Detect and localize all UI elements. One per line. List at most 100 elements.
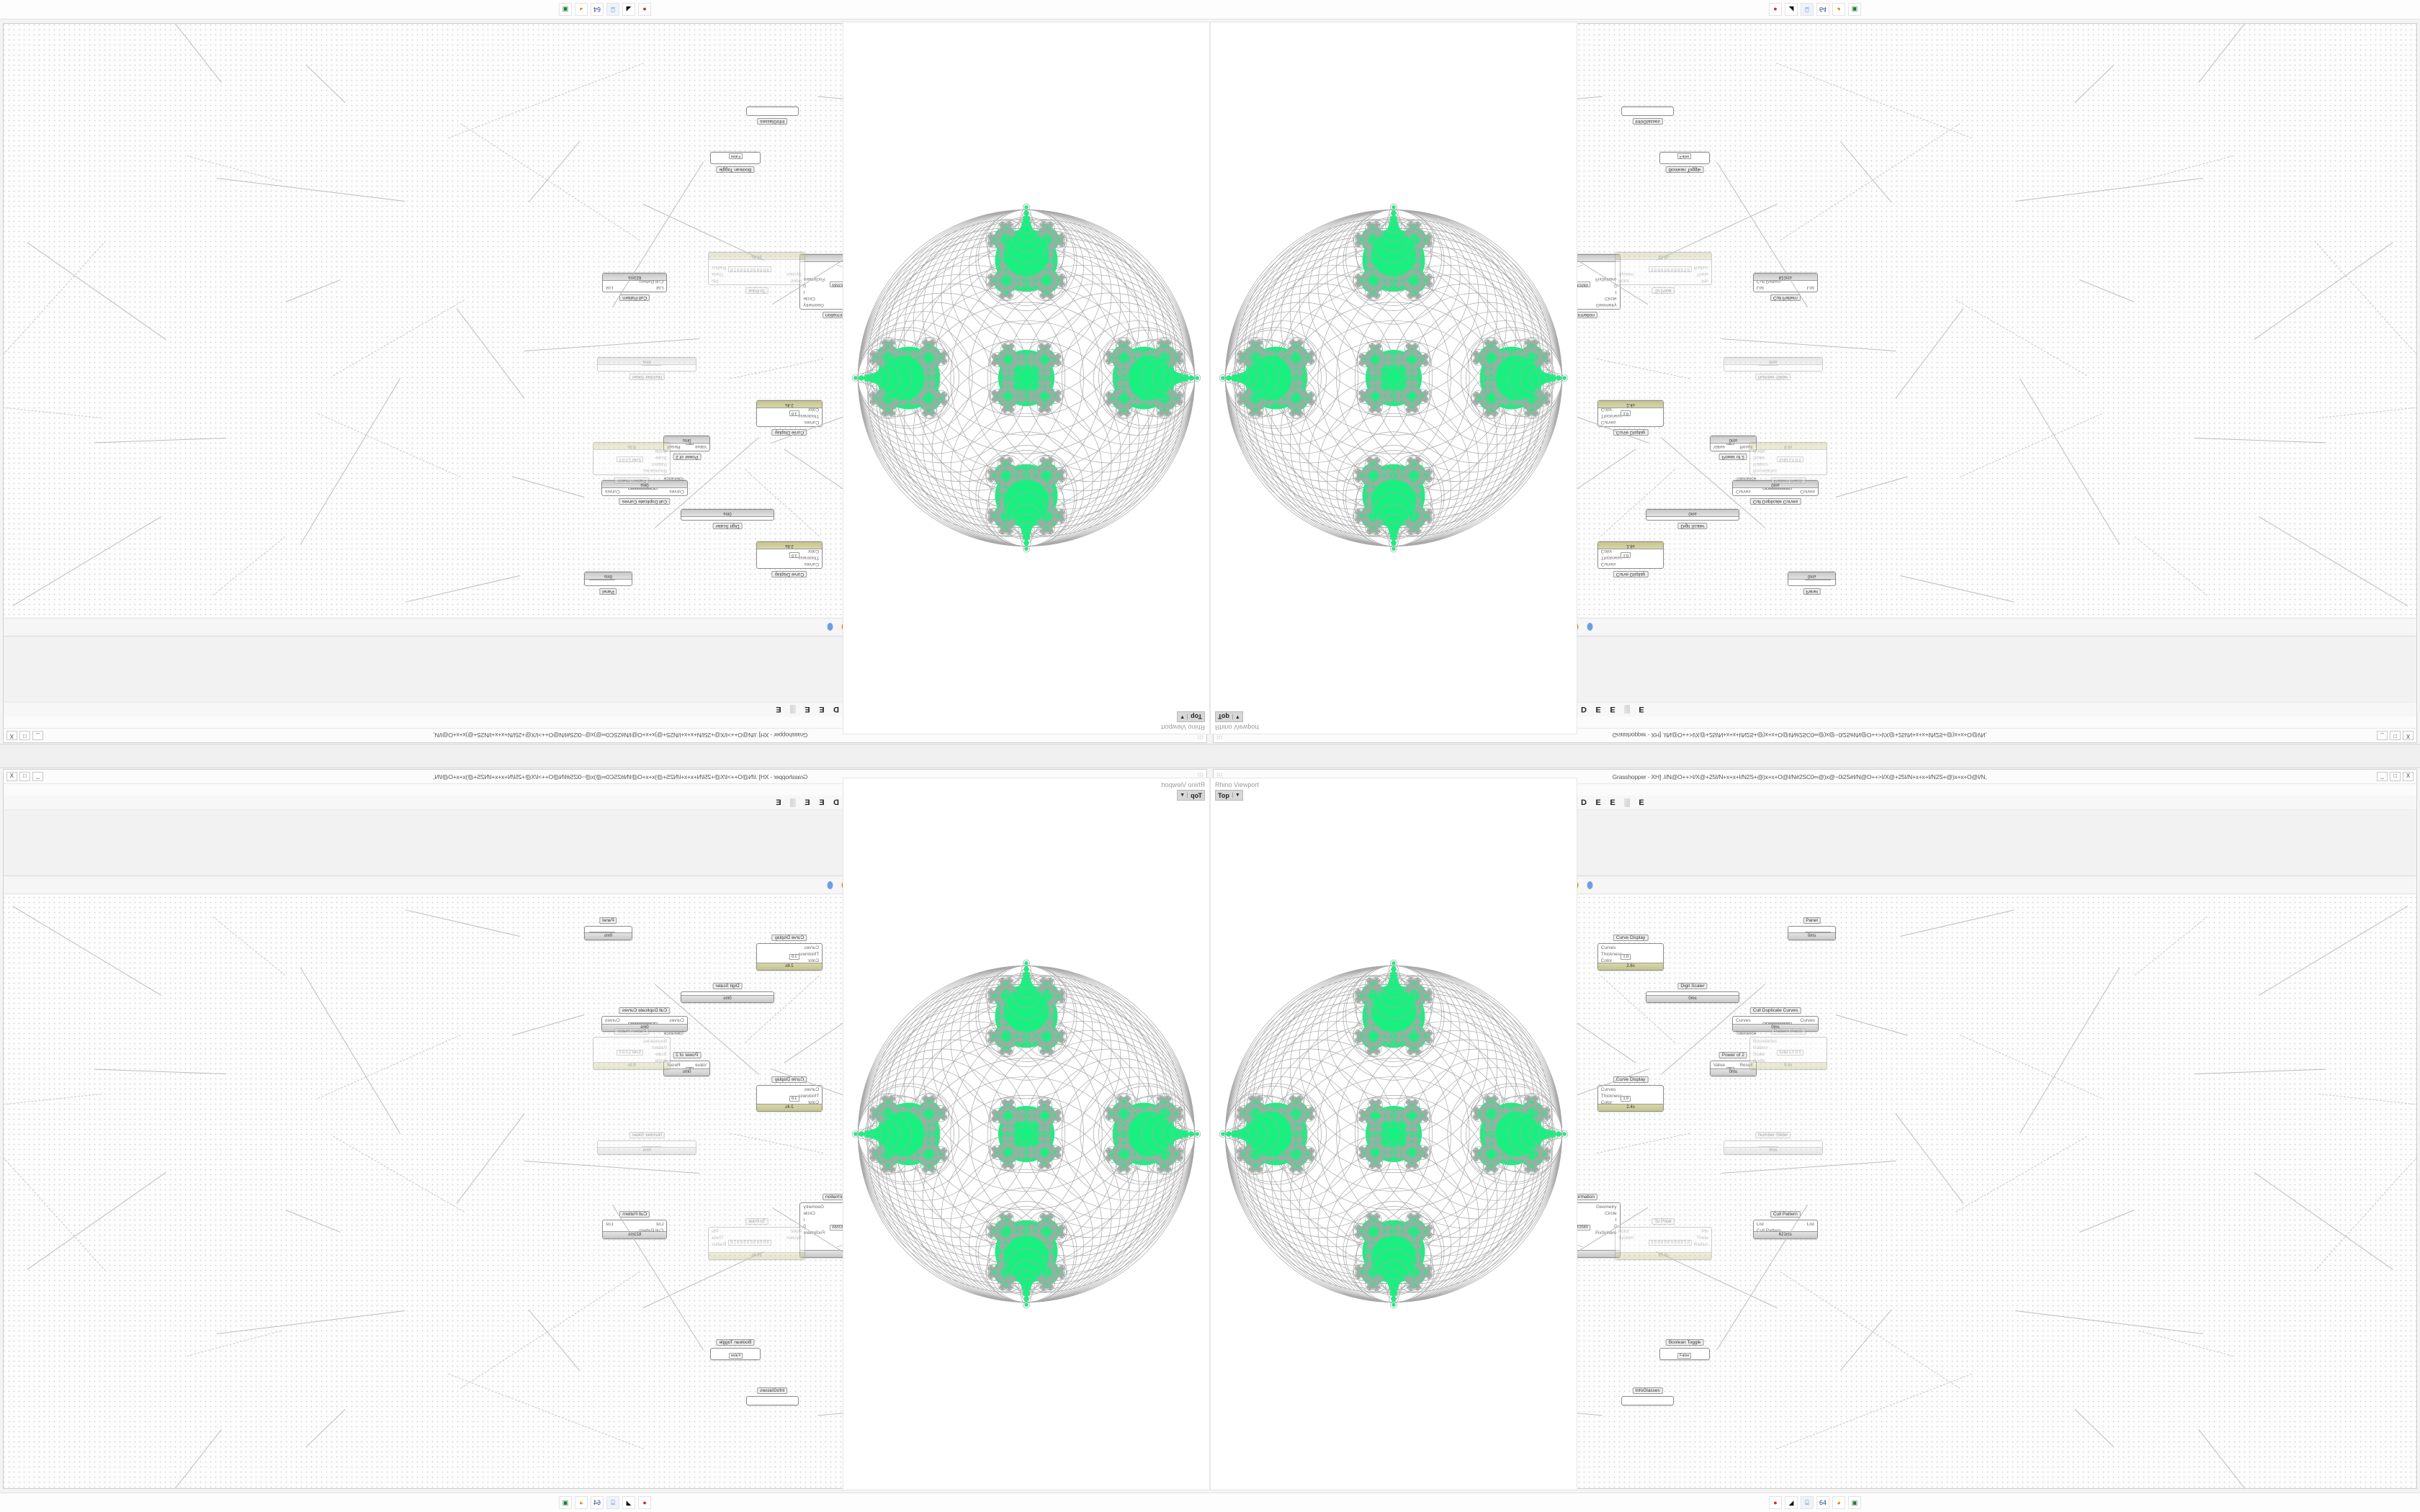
gh-output-params[interactable]: Phi Theta Radius <box>712 265 726 283</box>
ribbon-category-alt-13[interactable]: D <box>829 796 843 809</box>
gh-input-params[interactable]: Point System <box>786 265 802 283</box>
taskbar-calculator-icon[interactable]: ⌸ <box>606 3 619 16</box>
gh-component[interactable]: Power of 2ValueResult2ⁿ0ms <box>1709 1052 1757 1077</box>
taskbar-calculator-icon[interactable]: ⌸ <box>1801 1496 1814 1509</box>
viewport-view-selector[interactable]: Top ▼ <box>1215 711 1243 722</box>
ribbon-category-alt-13[interactable]: D <box>1577 703 1591 716</box>
viewport-view-selector[interactable]: Top ▼ <box>1215 790 1243 801</box>
gh-input-param[interactable]: List <box>639 1222 663 1227</box>
gh-input-param[interactable]: Curves <box>1601 420 1622 425</box>
gh-input-params[interactable]: Curves Thickness Color <box>798 407 819 425</box>
taskbar-calculator-icon[interactable]: ⌸ <box>606 1496 619 1509</box>
window-controls[interactable]: _ □ X <box>6 772 43 781</box>
gh-component[interactable]: Cull Duplicate CurvesCurvesMatch Directi… <box>1732 1007 1819 1036</box>
taskbar-terminal-icon[interactable]: ▣ <box>559 1496 572 1509</box>
ribbon-category-alt-16[interactable]: ░ <box>1620 796 1634 809</box>
window-controls[interactable]: _ □ X <box>6 731 43 740</box>
gh-input-params[interactable]: Curves Thickness Color <box>1601 407 1622 425</box>
gh-output-param[interactable]: Curves <box>605 489 620 494</box>
gh-component[interactable]: PanelNo data was0ms <box>583 572 633 595</box>
gh-input-param[interactable]: Thickness <box>798 413 819 418</box>
gh-param-value[interactable]: False <box>1677 1353 1692 1359</box>
gh-param-value[interactable]: 1.0 <box>1621 954 1631 960</box>
taskbar-calculator-icon[interactable]: ⌸ <box>1801 3 1814 16</box>
gh-input-param[interactable]: Boundaries <box>1753 468 1777 473</box>
gh-output-param[interactable]: List <box>1807 1222 1814 1227</box>
taskbar-floppy-save-icon[interactable]: 64 <box>591 1496 604 1509</box>
gh-input-params[interactable]: Boundaries Pattern Scale Angle <box>1753 449 1777 473</box>
gh-param-value[interactable]: 1.0 <box>1621 552 1631 558</box>
gh-param-value[interactable]: 0.0 5.0 0 <box>1758 1146 1778 1152</box>
gh-output-params[interactable]: Phi Theta Radius <box>1694 265 1708 283</box>
maximize-button[interactable]: □ <box>19 772 30 781</box>
ribbon-category-alt-16[interactable]: ░ <box>786 703 800 716</box>
gh-component[interactable]: Curve Display Curves Thickness Color 1.0 2.6s <box>1597 541 1664 577</box>
taskbar[interactable]: ● ◢ ⌸ 64 ◕ ▣ <box>1210 1493 2420 1512</box>
ribbon-category-alt-14[interactable]: E <box>1591 703 1605 716</box>
gh-output-param[interactable]: Theta <box>712 271 726 276</box>
gh-input-param[interactable]: Point <box>1618 1229 1634 1234</box>
gh-param-value[interactable]: 1.0 <box>789 410 799 416</box>
gh-input-param[interactable]: Thickness <box>798 952 819 957</box>
ribbon-category-alt-17[interactable]: E <box>1634 703 1649 716</box>
gh-output-param[interactable]: Curves <box>1800 1018 1815 1023</box>
gh-component[interactable]: InfoGlasses <box>746 106 799 125</box>
gh-input-param[interactable]: Angle <box>1753 1058 1777 1063</box>
gh-component[interactable]: Boolean Toggle False <box>709 1338 761 1361</box>
gh-output-params[interactable]: Geometry Circle τ 0 FixSphere <box>1595 1205 1617 1236</box>
gh-component[interactable]: Digit Scaler-1 3 0 0 0 0 0 0 0 0 0 00ms <box>681 983 774 1003</box>
gh-input-param[interactable]: Scale <box>643 455 667 460</box>
gh-output-param[interactable]: Phi <box>712 278 726 283</box>
gh-output-param[interactable]: Circle <box>803 296 825 301</box>
gh-output-params[interactable]: Phi Theta Radius <box>1694 1229 1708 1247</box>
shade-blue-icon[interactable] <box>1585 880 1595 891</box>
gh-input-params[interactable]: Value <box>1713 1063 1725 1068</box>
gh-output-param[interactable]: Circle <box>1595 296 1617 301</box>
gh-output-param[interactable]: Radius <box>712 265 726 270</box>
taskbar-floppy-save-icon[interactable]: 64 <box>1816 3 1829 16</box>
gh-component[interactable]: To Polar Point System Phi Theta Radius 0.0 0.0… <box>1614 1218 1712 1260</box>
gh-output-param[interactable]: 0 <box>803 283 825 288</box>
gh-component[interactable]: Pattern Hatch Boundaries Pattern Scale Angle… <box>1749 1027 1827 1070</box>
taskbar-paint-icon[interactable]: ◢ <box>622 3 635 16</box>
gh-input-param[interactable]: Curves <box>1736 489 1768 494</box>
gh-output-param[interactable]: τ <box>1595 1218 1617 1223</box>
ribbon-category-alt-14[interactable]: E <box>815 796 829 809</box>
gh-output-params[interactable]: Curves <box>1800 1018 1815 1036</box>
gh-component[interactable]: InfoGlasses <box>1621 106 1674 125</box>
rhino-viewport[interactable]: Rhino Viewport Top ▼ <box>843 778 1210 1490</box>
gh-component[interactable]: PanelNo data was0ms <box>583 917 633 940</box>
gh-output-param[interactable]: List <box>1807 285 1814 290</box>
gh-component[interactable]: Cull PatternListCull PatternList621ms <box>1752 273 1818 301</box>
ribbon-category-alt-15[interactable]: E <box>800 796 815 809</box>
close-button[interactable]: X <box>6 772 17 781</box>
gh-input-params[interactable]: Curves Thickness Color <box>798 1087 819 1105</box>
gh-param-value[interactable]: 0.0 0.0 0.0 0.0 0.0 1.0 <box>1649 266 1692 272</box>
gh-input-param[interactable]: Curves <box>798 945 820 950</box>
taskbar-rhino-icon[interactable]: ● <box>1769 3 1782 16</box>
gh-input-params[interactable]: Curves Thickness Color <box>1601 1087 1622 1105</box>
minimize-button[interactable]: _ <box>2377 731 2388 740</box>
gh-param-value[interactable]: 1.0 <box>789 954 799 960</box>
gh-output-param[interactable]: Theta <box>712 1236 726 1241</box>
gh-input-params[interactable]: Curves Thickness Color <box>798 945 819 963</box>
gh-input-param[interactable]: Thickness <box>1601 1094 1622 1099</box>
taskbar[interactable]: ● ◢ ⌸ 64 ◕ ▣ <box>1210 0 2420 19</box>
gh-input-param[interactable]: Tolerance <box>652 476 684 481</box>
ribbon-category-alt-13[interactable]: D <box>829 703 843 716</box>
gh-param-value[interactable]: Solid 1.0 0.0 <box>617 456 644 462</box>
gh-input-param[interactable]: Curves <box>798 1087 820 1092</box>
gh-input-param[interactable]: List <box>1757 1222 1781 1227</box>
gh-input-param[interactable]: Point <box>786 278 802 283</box>
gh-output-param[interactable]: List <box>606 1222 613 1227</box>
gh-input-param[interactable]: System <box>1618 1236 1634 1241</box>
gh-input-params[interactable]: Boundaries Pattern Scale Angle <box>643 449 667 473</box>
gh-input-params[interactable]: Curves Thickness Color <box>798 549 819 567</box>
gh-input-param[interactable]: Thickness <box>1601 413 1622 418</box>
gh-input-param[interactable]: Value <box>1713 1063 1725 1068</box>
gh-param-value[interactable]: 1.0 <box>1621 410 1631 416</box>
gh-input-param[interactable]: Boundaries <box>1753 1039 1777 1044</box>
ribbon-category-alt-14[interactable]: E <box>815 703 829 716</box>
gh-component[interactable]: Curve Display Curves Thickness Color 1.0 2.6s <box>756 935 823 971</box>
gh-input-params[interactable]: Point System <box>786 1229 802 1247</box>
